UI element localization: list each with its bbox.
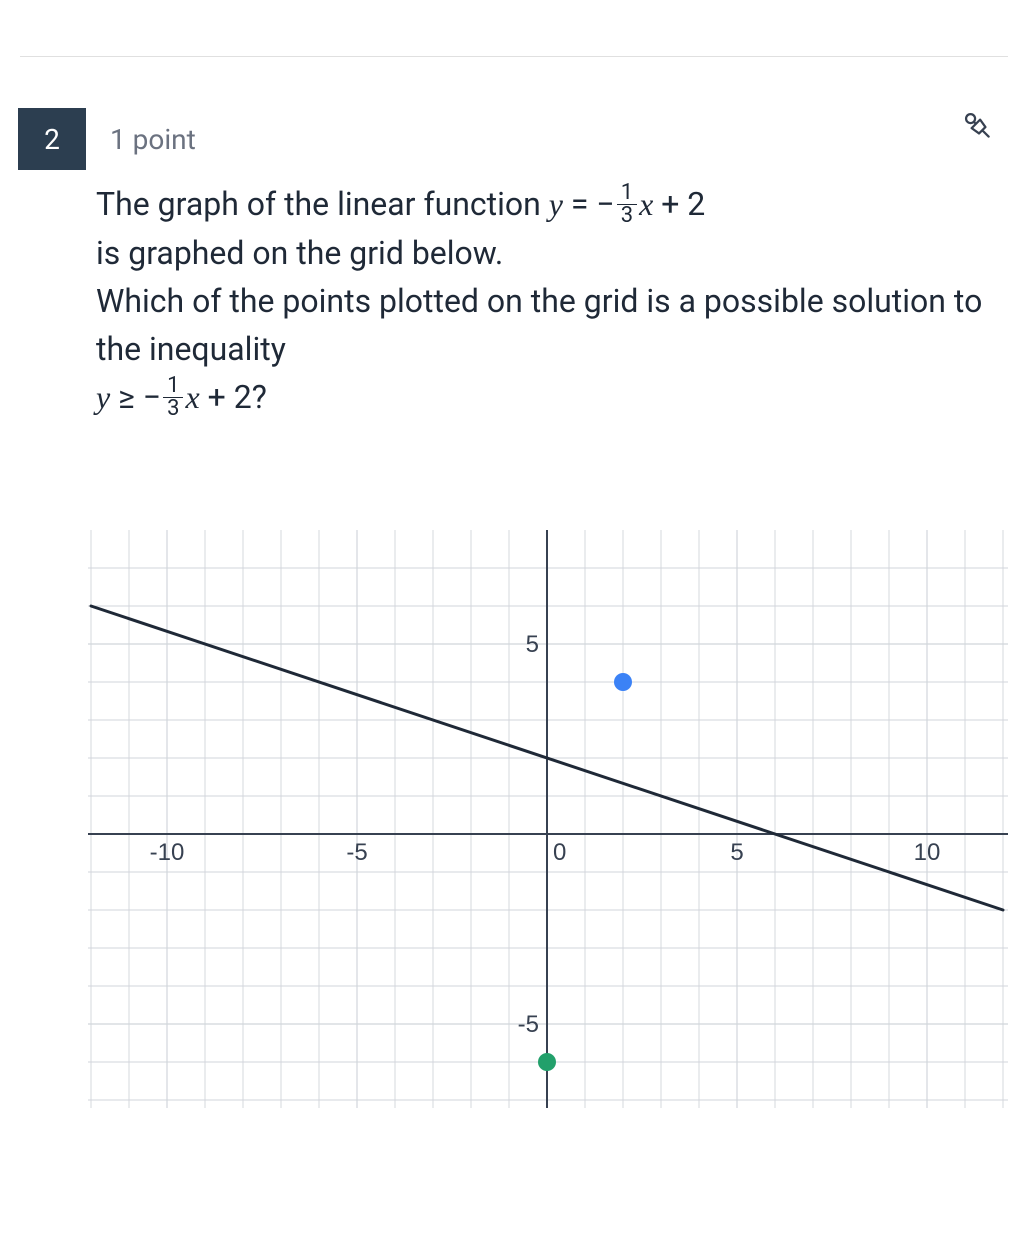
svg-text:5: 5 [526,631,539,658]
fraction: 13 [617,182,637,227]
equation-y: y [96,379,110,415]
coordinate-graph: -10 -5 0 5 10 -5 5 [88,530,1008,1108]
text-segment: Which of the points plotted on the grid … [96,282,982,368]
svg-text:5: 5 [730,839,743,866]
equation-x: x [639,186,653,222]
svg-text:0: 0 [553,839,566,866]
equation-plus: + 2 [653,185,705,223]
points-label: 1 point [110,123,196,156]
equation-neg: − [596,185,614,223]
question-header: 2 1 point [18,108,196,170]
equation-y: y [549,186,563,222]
fraction-numerator: 1 [617,182,637,205]
fraction: 13 [163,375,183,420]
fraction-denominator: 3 [163,398,183,420]
question-number: 2 [44,123,60,156]
svg-text:-5: -5 [518,1011,539,1038]
svg-text:-10: -10 [150,839,185,866]
text-segment: The graph of the linear function [96,185,549,223]
equation-x: x [185,379,199,415]
svg-text:10: 10 [914,839,941,866]
svg-text:-5: -5 [346,839,367,866]
pin-icon[interactable] [953,101,1004,152]
equation-ge: ≥ [110,378,143,416]
question-text: The graph of the linear function y = −13… [96,180,998,422]
divider [20,56,1008,57]
text-segment: is graphed on the grid below. [96,234,503,272]
fraction-numerator: 1 [163,375,183,398]
question-number-badge: 2 [18,108,86,170]
equation-plus: + 2? [200,378,267,416]
equation-neg: − [143,378,161,416]
fraction-denominator: 3 [617,205,637,227]
equation-eq: = [563,185,596,223]
